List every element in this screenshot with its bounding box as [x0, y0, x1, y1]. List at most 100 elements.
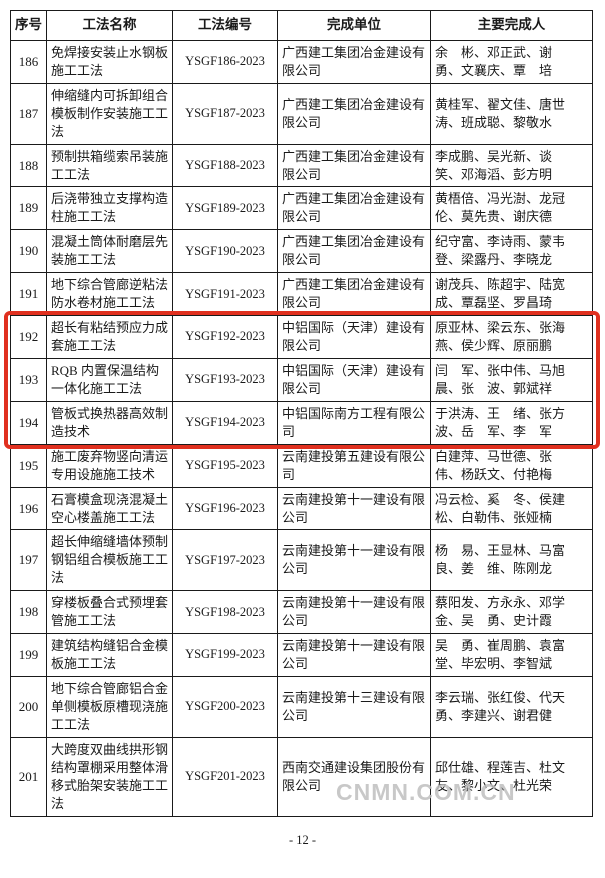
cell-unit: 广西建工集团冶金建设有限公司: [277, 229, 431, 274]
cell-no: 189: [10, 186, 47, 231]
cell-people: 蔡阳发、方永永、邓学金、吴 勇、史计霞: [430, 590, 593, 635]
cell-people: 黄桂军、翟文佳、唐世涛、班成聪、黎敬水: [430, 82, 593, 145]
cell-code: YSGF193-2023: [172, 357, 278, 402]
header-main-contributors: 主要完成人: [430, 10, 593, 41]
cell-no: 195: [10, 443, 47, 488]
cell-no: 197: [10, 529, 47, 592]
table-row: 186 免焊接安装止水钢板施工工法 YSGF186-2023 广西建工集团冶金建设有限…: [10, 39, 593, 84]
cell-no: 192: [10, 315, 47, 359]
cell-name: 穿楼板叠合式预埋套管施工工法: [46, 590, 173, 635]
cell-code: YSGF197-2023: [172, 529, 278, 592]
cell-name: 石膏模盒现浇混凝土空心楼盖施工工法: [46, 486, 173, 531]
cell-unit: 中铝国际（天津）建设有限公司: [277, 357, 431, 402]
header-serial-no: 序号: [10, 10, 47, 41]
cell-no: 200: [10, 676, 47, 738]
table-row: 201 大跨度双曲线拱形钢结构罩棚采用整体滑移式胎架安装施工工法 YSGF201-2…: [10, 736, 593, 817]
cell-code: YSGF190-2023: [172, 229, 278, 274]
cell-code: YSGF194-2023: [172, 400, 278, 445]
cell-name: 预制拱箱缆索吊装施工工法: [46, 143, 173, 188]
cell-unit: 云南建投第十三建设有限公司: [277, 676, 431, 738]
cell-unit: 云南建投第十一建设有限公司: [277, 590, 431, 635]
table-row: 196 石膏模盒现浇混凝土空心楼盖施工工法 YSGF196-2023 云南建投第十一建…: [10, 486, 593, 531]
cell-code: YSGF187-2023: [172, 82, 278, 145]
table-row: 193 RQB 内置保温结构一体化施工工法 YSGF193-2023 中铝国际（天津）…: [10, 357, 593, 402]
cell-unit: 广西建工集团冶金建设有限公司: [277, 82, 431, 145]
cell-unit: 广西建工集团冶金建设有限公司: [277, 143, 431, 188]
cell-code: YSGF199-2023: [172, 633, 278, 678]
cell-name: 管板式换热器高效制造技术: [46, 400, 173, 445]
cell-no: 191: [10, 272, 47, 317]
table-row: 198 穿楼板叠合式预埋套管施工工法 YSGF198-2023 云南建投第十一建设有限…: [10, 590, 593, 635]
cell-name: RQB 内置保温结构一体化施工工法: [46, 357, 173, 402]
cell-people: 白建萍、马世德、张 伟、杨跃文、付艳梅: [430, 443, 593, 488]
cell-code: YSGF195-2023: [172, 443, 278, 488]
cell-code: YSGF200-2023: [172, 676, 278, 738]
watermark-text: CNMN.COM.CN: [336, 779, 516, 805]
table-row: 197 超长伸缩缝墙体预制钢铝组合模板施工工法 YSGF197-2023 云南建投第十…: [10, 529, 593, 592]
table-row: 195 施工废弃物竖向清运专用设施施工技术 YSGF195-2023 云南建投第五建设…: [10, 443, 593, 488]
cell-unit: 云南建投第十一建设有限公司: [277, 633, 431, 678]
cell-name: 施工废弃物竖向清运专用设施施工技术: [46, 443, 173, 488]
cell-people: 闫 军、张中伟、马旭晨、张 波、郭斌祥: [430, 357, 593, 402]
table-row: 199 建筑结构缝铝合金模板施工工法 YSGF199-2023 云南建投第十一建设有限…: [10, 633, 593, 678]
cell-unit: 西南交通建设集团股份有限公司: [277, 736, 431, 817]
cell-no: 201: [10, 736, 47, 817]
cell-no: 194: [10, 400, 47, 445]
header-method-code: 工法编号: [172, 10, 278, 41]
cell-no: 196: [10, 486, 47, 531]
cell-code: YSGF188-2023: [172, 143, 278, 188]
cell-name: 伸缩缝内可拆卸组合模板制作安装施工工法: [46, 82, 173, 145]
table-row: 191 地下综合管廊逆粘法防水卷材施工工法 YSGF191-2023 广西建工集团冶金…: [10, 272, 593, 317]
cell-name: 后浇带独立支撑构造柱施工工法: [46, 186, 173, 231]
cell-people: 邱仕雄、程莲吉、杜文友、黎小文、杜光荣: [430, 736, 593, 817]
cell-unit: 云南建投第五建设有限公司: [277, 443, 431, 488]
cell-code: YSGF196-2023: [172, 486, 278, 531]
cell-name: 地下综合管廊铝合金单侧模板原槽现浇施工工法: [46, 676, 173, 738]
cell-unit: 广西建工集团冶金建设有限公司: [277, 272, 431, 317]
header-method-name: 工法名称: [46, 10, 173, 41]
cell-code: YSGF186-2023: [172, 39, 278, 84]
cell-name: 超长有粘结预应力成套施工工法: [46, 315, 173, 359]
cell-no: 190: [10, 229, 47, 274]
table-row: 187 伸缩缝内可拆卸组合模板制作安装施工工法 YSGF187-2023 广西建工集团…: [10, 82, 593, 145]
header-row: 序号 工法名称 工法编号 完成单位 主要完成人: [10, 10, 593, 41]
cell-unit: 中铝国际南方工程有限公司: [277, 400, 431, 445]
cell-unit: 中铝国际（天津）建设有限公司: [277, 315, 431, 359]
construction-methods-table: 序号 工法名称 工法编号 完成单位 主要完成人 186 免焊接安装止水钢板施工工法…: [10, 10, 593, 817]
cell-people: 原亚林、梁云东、张海燕、侯少辉、原丽鹏: [430, 315, 593, 359]
cell-unit: 云南建投第十一建设有限公司: [277, 486, 431, 531]
page-number: - 12 -: [288, 833, 317, 847]
table-row: 189 后浇带独立支撑构造柱施工工法 YSGF189-2023 广西建工集团冶金建设有…: [10, 186, 593, 231]
cell-people: 余 彬、邓正武、谢 勇、文襄庆、覃 培: [430, 39, 593, 84]
cell-people: 李成鹏、吴光新、谈 笑、邓海滔、彭方明: [430, 143, 593, 188]
cell-no: 193: [10, 357, 47, 402]
table-row: 194 管板式换热器高效制造技术 YSGF194-2023 中铝国际南方工程有限公司于…: [10, 400, 593, 445]
cell-people: 谢茂兵、陈超宇、陆宽成、覃磊坚、罗昌琦: [430, 272, 593, 317]
cell-unit: 云南建投第十一建设有限公司: [277, 529, 431, 592]
cell-name: 建筑结构缝铝合金模板施工工法: [46, 633, 173, 678]
cell-no: 199: [10, 633, 47, 678]
cell-no: 187: [10, 82, 47, 145]
cell-code: YSGF189-2023: [172, 186, 278, 231]
cell-people: 李云瑞、张红俊、代天勇、李建兴、谢君健: [430, 676, 593, 738]
cell-name: 大跨度双曲线拱形钢结构罩棚采用整体滑移式胎架安装施工工法: [46, 736, 173, 817]
cell-code: YSGF192-2023: [172, 315, 278, 359]
cell-name: 地下综合管廊逆粘法防水卷材施工工法: [46, 272, 173, 317]
cell-name: 混凝土筒体耐磨层先装施工工法: [46, 229, 173, 274]
cell-code: YSGF191-2023: [172, 272, 278, 317]
cell-no: 198: [10, 590, 47, 635]
methods-table-body: 186 免焊接安装止水钢板施工工法 YSGF186-2023 广西建工集团冶金建设有限…: [10, 39, 593, 817]
table-row: 188 预制拱箱缆索吊装施工工法 YSGF188-2023 广西建工集团冶金建设有限公…: [10, 143, 593, 188]
table-row: 200 地下综合管廊铝合金单侧模板原槽现浇施工工法 YSGF200-2023 云南建投…: [10, 676, 593, 738]
cell-no: 188: [10, 143, 47, 188]
cell-people: 于洪涛、王 绪、张方波、岳 军、李 军: [430, 400, 593, 445]
table-header: 序号 工法名称 工法编号 完成单位 主要完成人: [10, 10, 593, 41]
cell-code: YSGF198-2023: [172, 590, 278, 635]
cell-people: 黄梧倍、冯光澍、龙冠伦、莫先贵、谢庆德: [430, 186, 593, 231]
cell-people: 纪守富、李诗雨、蒙韦登、梁露丹、李晓龙: [430, 229, 593, 274]
cell-code: YSGF201-2023: [172, 736, 278, 817]
cell-unit: 广西建工集团冶金建设有限公司: [277, 39, 431, 84]
cell-no: 186: [10, 39, 47, 84]
table-row: 192 超长有粘结预应力成套施工工法 YSGF192-2023 中铝国际（天津）建设有…: [10, 315, 593, 359]
